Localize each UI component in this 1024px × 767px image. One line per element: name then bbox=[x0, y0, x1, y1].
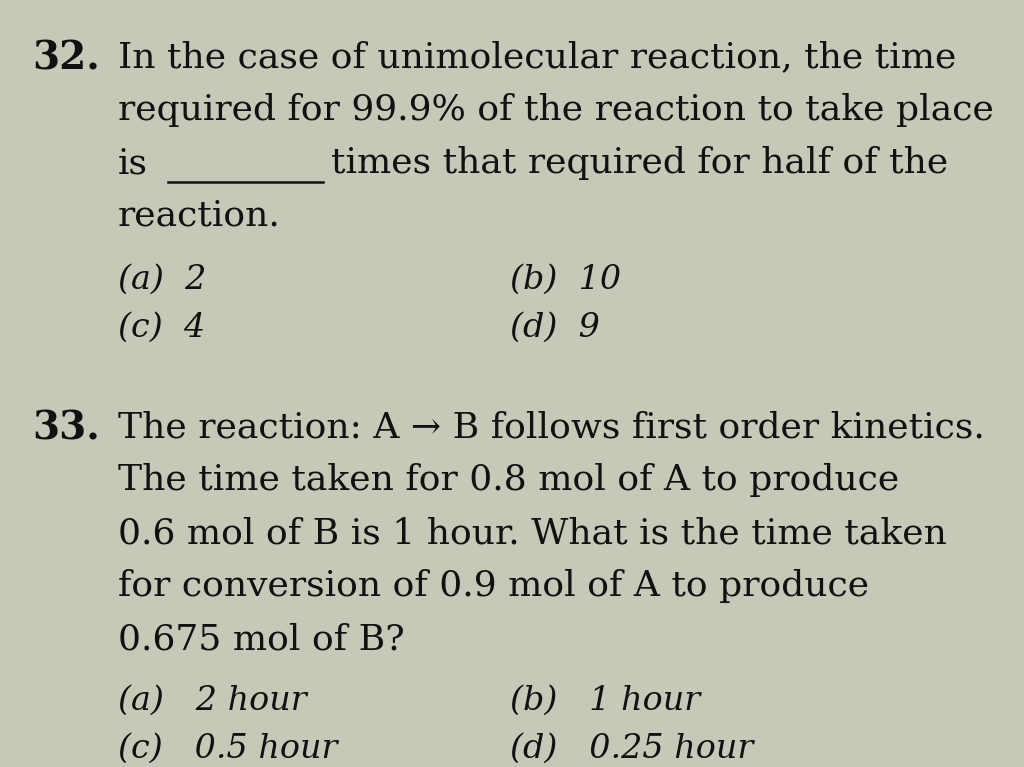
Text: In the case of unimolecular reaction, the time: In the case of unimolecular reaction, th… bbox=[118, 40, 956, 74]
Text: reaction.: reaction. bbox=[118, 199, 281, 233]
Text: 32.: 32. bbox=[32, 40, 99, 78]
Text: 0.675 mol of B?: 0.675 mol of B? bbox=[118, 622, 404, 656]
Text: (b)   1 hour: (b) 1 hour bbox=[510, 685, 700, 717]
Text: required for 99.9% of the reaction to take place: required for 99.9% of the reaction to ta… bbox=[118, 93, 994, 127]
Text: (d)  9: (d) 9 bbox=[510, 312, 600, 344]
Text: for conversion of 0.9 mol of A to produce: for conversion of 0.9 mol of A to produc… bbox=[118, 569, 869, 603]
Text: (c)   0.5 hour: (c) 0.5 hour bbox=[118, 733, 338, 765]
Text: (a)  2: (a) 2 bbox=[118, 264, 207, 296]
Text: (d)   0.25 hour: (d) 0.25 hour bbox=[510, 733, 754, 765]
Text: The time taken for 0.8 mol of A to produce: The time taken for 0.8 mol of A to produ… bbox=[118, 463, 899, 497]
Text: 0.6 mol of B is 1 hour. What is the time taken: 0.6 mol of B is 1 hour. What is the time… bbox=[118, 516, 947, 550]
Text: (a)   2 hour: (a) 2 hour bbox=[118, 685, 307, 717]
Text: times that required for half of the: times that required for half of the bbox=[331, 146, 948, 180]
Text: (c)  4: (c) 4 bbox=[118, 312, 205, 344]
Text: The reaction: A → B follows first order kinetics.: The reaction: A → B follows first order … bbox=[118, 410, 985, 444]
Text: (b)  10: (b) 10 bbox=[510, 264, 622, 296]
Text: 33.: 33. bbox=[32, 410, 99, 448]
Text: is: is bbox=[118, 146, 148, 180]
